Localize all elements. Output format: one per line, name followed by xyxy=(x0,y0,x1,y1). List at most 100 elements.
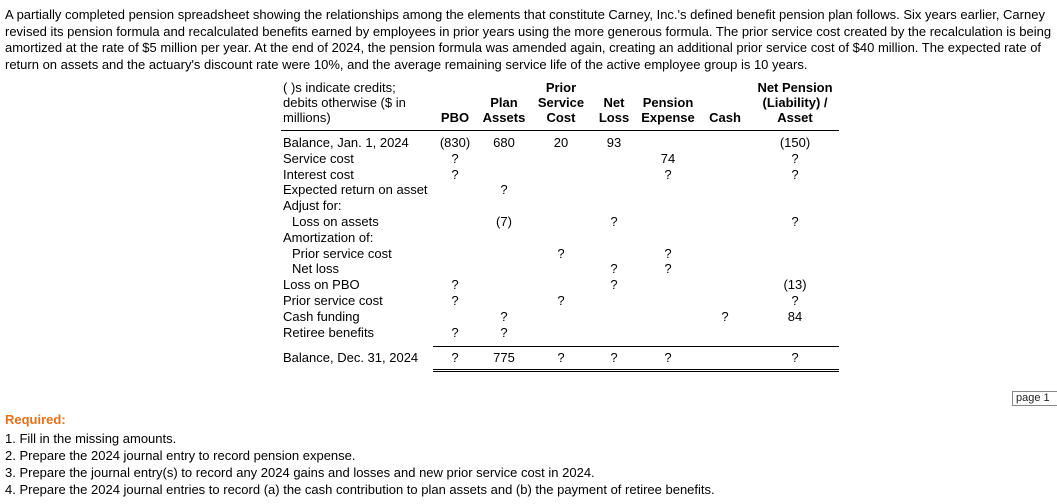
table-cell xyxy=(637,277,699,293)
table-cell: ? xyxy=(791,292,799,308)
table-cell xyxy=(699,214,751,230)
table-cell: ? xyxy=(451,277,459,293)
table-cell xyxy=(699,151,751,167)
table-cell: ? xyxy=(433,345,477,372)
table-cell xyxy=(531,230,591,246)
table-cell: ? xyxy=(557,245,565,261)
table-cell: 775 xyxy=(477,345,531,372)
row-label: Adjust for: xyxy=(283,198,342,214)
table-row: Balance, Jan. 1, 2024 (830) 680 20 93 (150) xyxy=(281,131,839,151)
column-header-cash: Cash xyxy=(699,80,751,131)
table-cell xyxy=(751,246,839,262)
table-row: Retiree benefits?? xyxy=(281,325,839,341)
table-cell xyxy=(699,131,751,151)
table-row: Net loss?? xyxy=(281,261,839,277)
row-label: Retiree benefits xyxy=(283,324,375,340)
page-number-link[interactable]: page 1 xyxy=(1012,391,1057,406)
table-cell xyxy=(699,246,751,262)
column-header-pension-expense: Pension Expense xyxy=(637,80,699,131)
table-cell xyxy=(433,198,477,214)
table-cell: ? xyxy=(791,213,799,229)
table-cell: (7) xyxy=(496,213,512,229)
table-cell xyxy=(591,293,637,309)
table-row: Expected return on asset? xyxy=(281,182,839,198)
table-cell xyxy=(433,246,477,262)
table-cell xyxy=(591,230,637,246)
table-cell: (13) xyxy=(783,277,807,293)
table-cell xyxy=(531,151,591,167)
table-cell: ? xyxy=(557,292,565,308)
required-heading: Required: xyxy=(5,412,66,427)
table-cell: ? xyxy=(664,245,672,261)
table-cell: 74 xyxy=(660,150,676,166)
table-cell xyxy=(751,230,839,246)
table-cell xyxy=(477,293,531,309)
table-cell xyxy=(637,309,699,325)
table-cell xyxy=(637,230,699,246)
table-cell: ? xyxy=(500,308,508,324)
column-header-net-loss: Net Loss xyxy=(591,80,637,131)
required-section: Required: 1. Fill in the missing amounts… xyxy=(5,411,715,498)
table-cell xyxy=(637,214,699,230)
table-cell xyxy=(531,325,591,341)
pension-spreadsheet: ( )s indicate credits; debits otherwise … xyxy=(281,80,839,372)
table-cell xyxy=(699,277,751,293)
table-cell xyxy=(433,261,477,277)
row-label: Balance, Dec. 31, 2024 xyxy=(283,350,419,366)
table-row: Amortization of: xyxy=(281,230,839,246)
row-label: Net loss xyxy=(292,261,339,277)
table-cell: ? xyxy=(451,292,459,308)
table-cell xyxy=(477,167,531,183)
table-cell xyxy=(531,167,591,183)
table-cell xyxy=(531,182,591,198)
row-label: Prior service cost xyxy=(292,245,392,261)
table-cell: ? xyxy=(591,345,637,372)
table-cell xyxy=(699,293,751,309)
table-cell xyxy=(531,214,591,230)
table-cell: (830) xyxy=(439,135,471,150)
table-cell: ? xyxy=(610,261,618,277)
table-row: Loss on assets (7)?? xyxy=(281,214,839,230)
row-label: Cash funding xyxy=(283,308,360,324)
row-label: Loss on assets xyxy=(292,213,379,229)
table-cell xyxy=(637,182,699,198)
table-note: ( )s indicate credits; debits otherwise … xyxy=(281,80,433,131)
table-cell: ? xyxy=(721,308,729,324)
table-cell xyxy=(531,309,591,325)
table-cell: ? xyxy=(791,150,799,166)
table-cell: 93 xyxy=(606,135,622,150)
table-cell xyxy=(699,261,751,277)
table-cell: ? xyxy=(637,345,699,372)
table-row: Interest cost??? xyxy=(281,167,839,183)
row-label: Service cost xyxy=(283,150,354,166)
table-cell xyxy=(751,198,839,214)
table-cell: ? xyxy=(610,213,618,229)
table-cell xyxy=(531,198,591,214)
table-cell: ? xyxy=(791,166,799,182)
column-header-prior-service-cost: Prior Service Cost xyxy=(531,80,591,131)
table-cell xyxy=(433,214,477,230)
table-cell: ? xyxy=(451,150,459,166)
table-cell: (150) xyxy=(779,135,811,150)
problem-intro-text: A partially completed pension spreadshee… xyxy=(5,7,1052,72)
row-label: Expected return on asset xyxy=(283,182,428,198)
table-cell xyxy=(591,151,637,167)
table-cell xyxy=(477,230,531,246)
table-cell: 84 xyxy=(787,308,803,324)
table-cell xyxy=(591,325,637,341)
table-cell: ? xyxy=(500,182,508,198)
table-cell xyxy=(477,246,531,262)
table-row: Prior service cost?? xyxy=(281,246,839,262)
table-row: Adjust for: xyxy=(281,198,839,214)
table-cell xyxy=(699,167,751,183)
table-cell: ? xyxy=(664,261,672,277)
table-cell xyxy=(699,198,751,214)
required-item-3: 3. Prepare the journal entry(s) to recor… xyxy=(5,465,595,480)
table-cell: 20 xyxy=(553,135,569,150)
row-label: Interest cost xyxy=(283,166,354,182)
table-cell xyxy=(699,230,751,246)
table-cell xyxy=(591,198,637,214)
table-cell xyxy=(637,198,699,214)
required-item-4: 4. Prepare the 2024 journal entries to r… xyxy=(5,482,715,497)
required-item-1: 1. Fill in the missing amounts. xyxy=(5,431,177,446)
